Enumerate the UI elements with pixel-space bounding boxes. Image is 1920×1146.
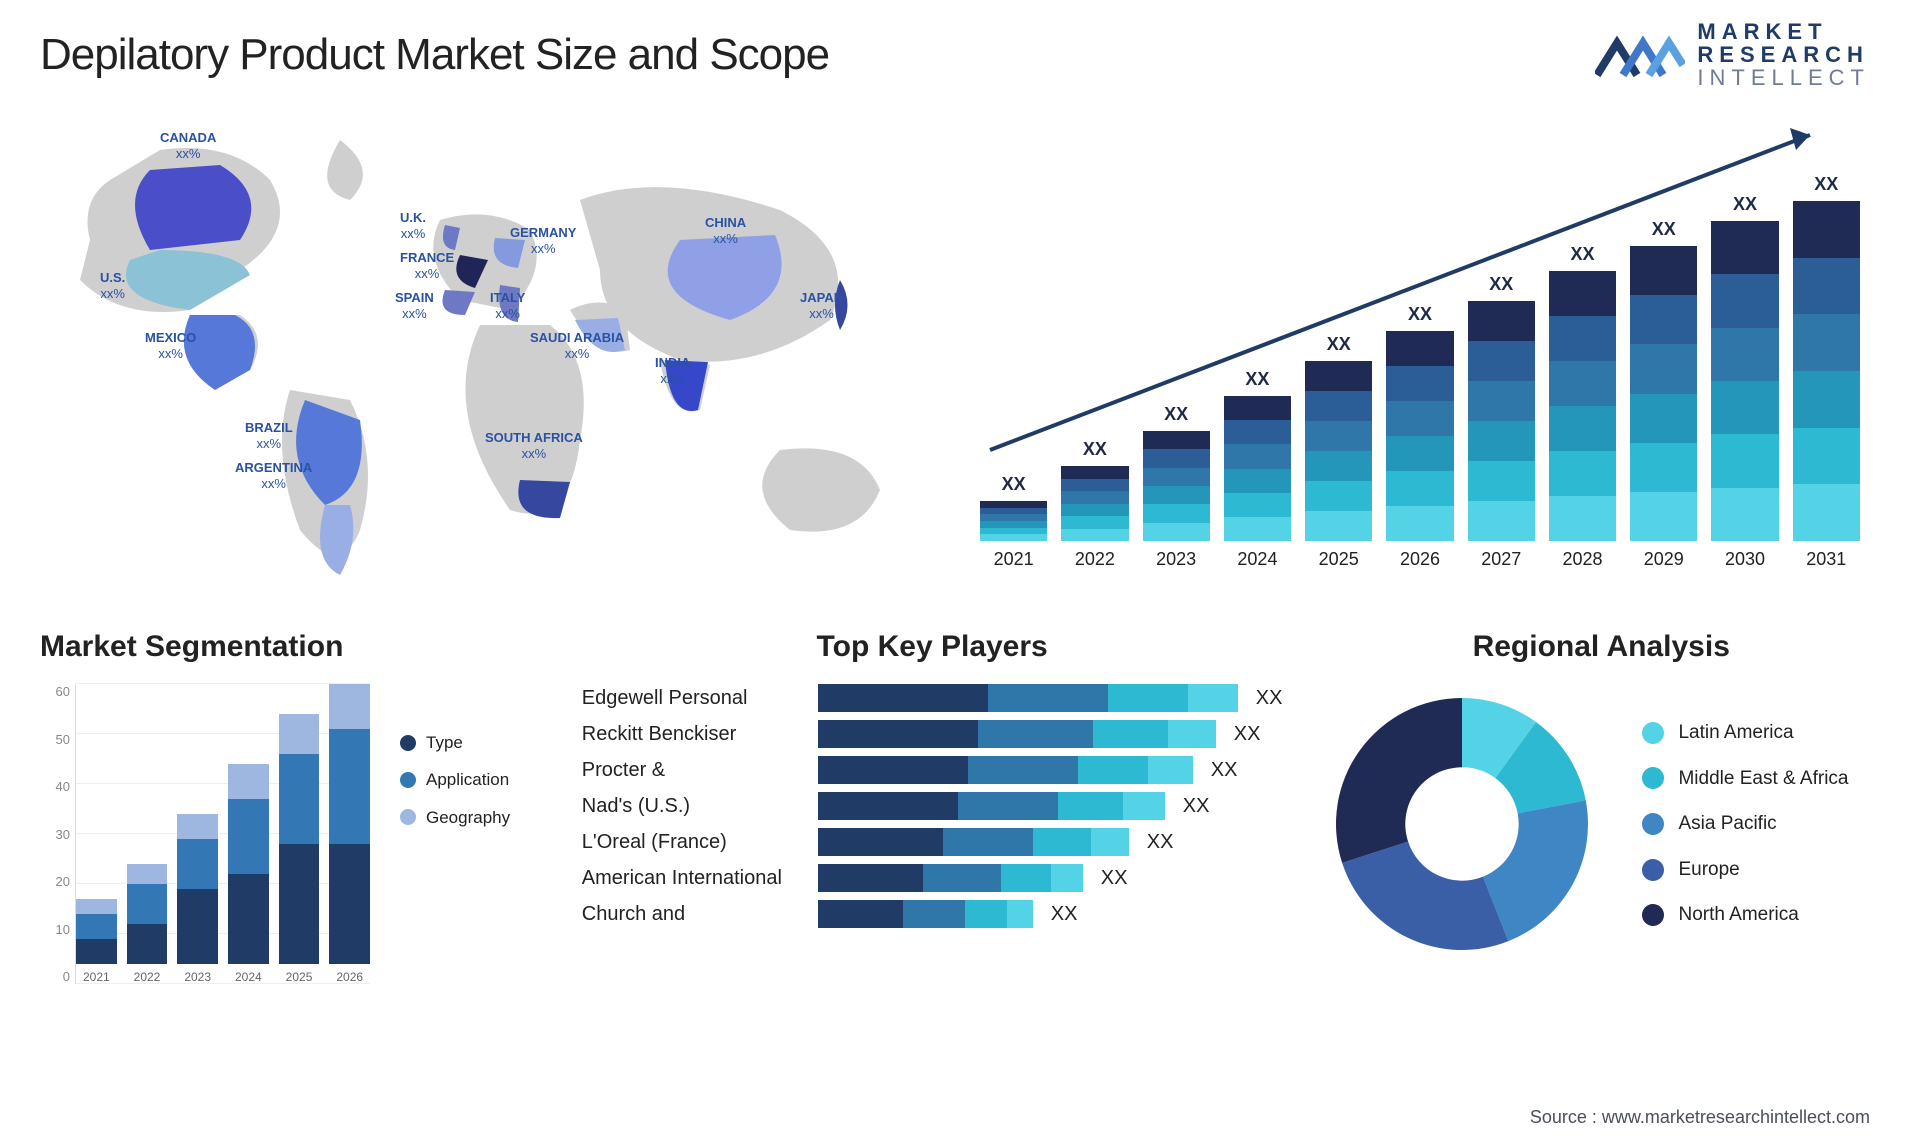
seg-bar-2021: 2021 [76, 899, 117, 984]
player-name: Reckitt Benckiser [582, 723, 812, 746]
segmentation-title: Market Segmentation [40, 630, 542, 664]
forecast-value: XX [1408, 304, 1432, 325]
player-name: Nad's (U.S.) [582, 795, 812, 818]
logo-text: MARKET RESEARCH INTELLECT [1697, 20, 1870, 89]
forecast-value: XX [1164, 404, 1188, 425]
seg-bar-2023: 2023 [177, 814, 218, 984]
forecast-value: XX [1002, 474, 1026, 495]
map-label-saudi-arabia: SAUDI ARABIAxx% [530, 330, 624, 361]
region-legend-item: Latin America [1642, 710, 1848, 756]
regional-donut [1322, 684, 1602, 964]
player-name: American International [582, 867, 812, 890]
forecast-year: 2025 [1319, 549, 1359, 570]
map-label-argentina: ARGENTINAxx% [235, 460, 312, 491]
forecast-year: 2023 [1156, 549, 1196, 570]
map-label-japan: JAPANxx% [800, 290, 843, 321]
forecast-value: XX [1327, 334, 1351, 355]
player-row: Nad's (U.S.)XX [582, 792, 1283, 820]
country-spain [443, 290, 476, 315]
segmentation-panel: Market Segmentation 6050403020100 202120… [40, 630, 542, 1070]
forecast-value: XX [1083, 439, 1107, 460]
forecast-bar-2025: XX 2025 [1305, 334, 1372, 570]
forecast-bar-2031: XX 2031 [1793, 174, 1860, 570]
forecast-bar-2030: XX 2030 [1711, 194, 1778, 570]
regional-panel: Regional Analysis Latin AmericaMiddle Ea… [1322, 630, 1880, 1070]
forecast-year: 2027 [1481, 549, 1521, 570]
forecast-bar-2022: XX 2022 [1061, 439, 1128, 570]
players-title: Top Key Players [582, 630, 1283, 664]
player-row: Church andXX [582, 900, 1283, 928]
map-label-spain: SPAINxx% [395, 290, 434, 321]
players-panel: Top Key Players Edgewell PersonalXX Recki… [582, 630, 1283, 1070]
brand-logo: MARKET RESEARCH INTELLECT [1595, 20, 1870, 89]
segmentation-chart: 6050403020100 202120222023202420252026 [40, 684, 370, 1014]
forecast-year: 2030 [1725, 549, 1765, 570]
donut-slice-europe [1343, 842, 1509, 950]
map-label-south-africa: SOUTH AFRICAxx% [485, 430, 583, 461]
region-legend-item: Europe [1642, 847, 1848, 893]
region-legend-item: Middle East & Africa [1642, 756, 1848, 802]
player-name: Procter & [582, 759, 812, 782]
map-label-canada: CANADAxx% [160, 130, 216, 161]
donut-slice-north-america [1336, 698, 1462, 863]
map-label-mexico: MEXICOxx% [145, 330, 196, 361]
seg-bar-2022: 2022 [127, 864, 168, 984]
forecast-value: XX [1570, 244, 1594, 265]
forecast-bar-2023: XX 2023 [1143, 404, 1210, 570]
player-row: American InternationalXX [582, 864, 1283, 892]
seg-bar-2026: 2026 [329, 684, 370, 984]
forecast-bar-2027: XX 2027 [1468, 274, 1535, 570]
forecast-year: 2029 [1644, 549, 1684, 570]
country-argentina [320, 505, 353, 575]
player-row: Procter &XX [582, 756, 1283, 784]
seg-legend-application: Application [400, 761, 510, 798]
seg-bar-2024: 2024 [228, 764, 269, 984]
map-label-u-s-: U.S.xx% [100, 270, 125, 301]
forecast-bar-2028: XX 2028 [1549, 244, 1616, 570]
player-row: Reckitt BenckiserXX [582, 720, 1283, 748]
forecast-value: XX [1814, 174, 1838, 195]
forecast-year: 2028 [1562, 549, 1602, 570]
player-name: Church and [582, 903, 812, 926]
region-legend-item: North America [1642, 892, 1848, 938]
seg-legend-geography: Geography [400, 799, 510, 836]
forecast-year: 2024 [1237, 549, 1277, 570]
players-chart: Edgewell PersonalXX Reckitt BenckiserXX Pr… [582, 684, 1283, 928]
forecast-bar-2024: XX 2024 [1224, 369, 1291, 570]
map-label-brazil: BRAZILxx% [245, 420, 293, 451]
forecast-value: XX [1489, 274, 1513, 295]
world-map: CANADAxx% U.S.xx% MEXICOxx% BRAZILxx% ARGENT… [40, 100, 940, 600]
seg-legend-type: Type [400, 724, 510, 761]
forecast-chart: XX 2021 XX 2022 XX 2023 XX 2024 XX 2025 XX 2026 XX 20… [980, 100, 1880, 600]
forecast-value: XX [1733, 194, 1757, 215]
map-label-china: CHINAxx% [705, 215, 746, 246]
logo-icon [1595, 25, 1685, 85]
player-name: L'Oreal (France) [582, 831, 812, 854]
map-label-u-k-: U.K.xx% [400, 210, 426, 241]
player-name: Edgewell Personal [582, 687, 812, 710]
forecast-year: 2031 [1806, 549, 1846, 570]
regional-legend: Latin AmericaMiddle East & AfricaAsia Pa… [1642, 710, 1848, 938]
forecast-year: 2021 [994, 549, 1034, 570]
player-row: L'Oreal (France)XX [582, 828, 1283, 856]
forecast-bar-2021: XX 2021 [980, 474, 1047, 570]
map-label-germany: GERMANYxx% [510, 225, 576, 256]
country-canada [135, 165, 251, 250]
map-label-italy: ITALYxx% [490, 290, 525, 321]
forecast-year: 2022 [1075, 549, 1115, 570]
region-legend-item: Asia Pacific [1642, 801, 1848, 847]
seg-bar-2025: 2025 [279, 714, 320, 984]
forecast-bar-2026: XX 2026 [1386, 304, 1453, 570]
segmentation-legend: TypeApplicationGeography [400, 724, 510, 1014]
map-label-france: FRANCExx% [400, 250, 454, 281]
map-label-india: INDIAxx% [655, 355, 690, 386]
player-row: Edgewell PersonalXX [582, 684, 1283, 712]
forecast-year: 2026 [1400, 549, 1440, 570]
forecast-value: XX [1245, 369, 1269, 390]
source-label: Source : www.marketresearchintellect.com [1530, 1107, 1870, 1128]
forecast-value: XX [1652, 219, 1676, 240]
regional-title: Regional Analysis [1322, 630, 1880, 664]
forecast-bar-2029: XX 2029 [1630, 219, 1697, 570]
